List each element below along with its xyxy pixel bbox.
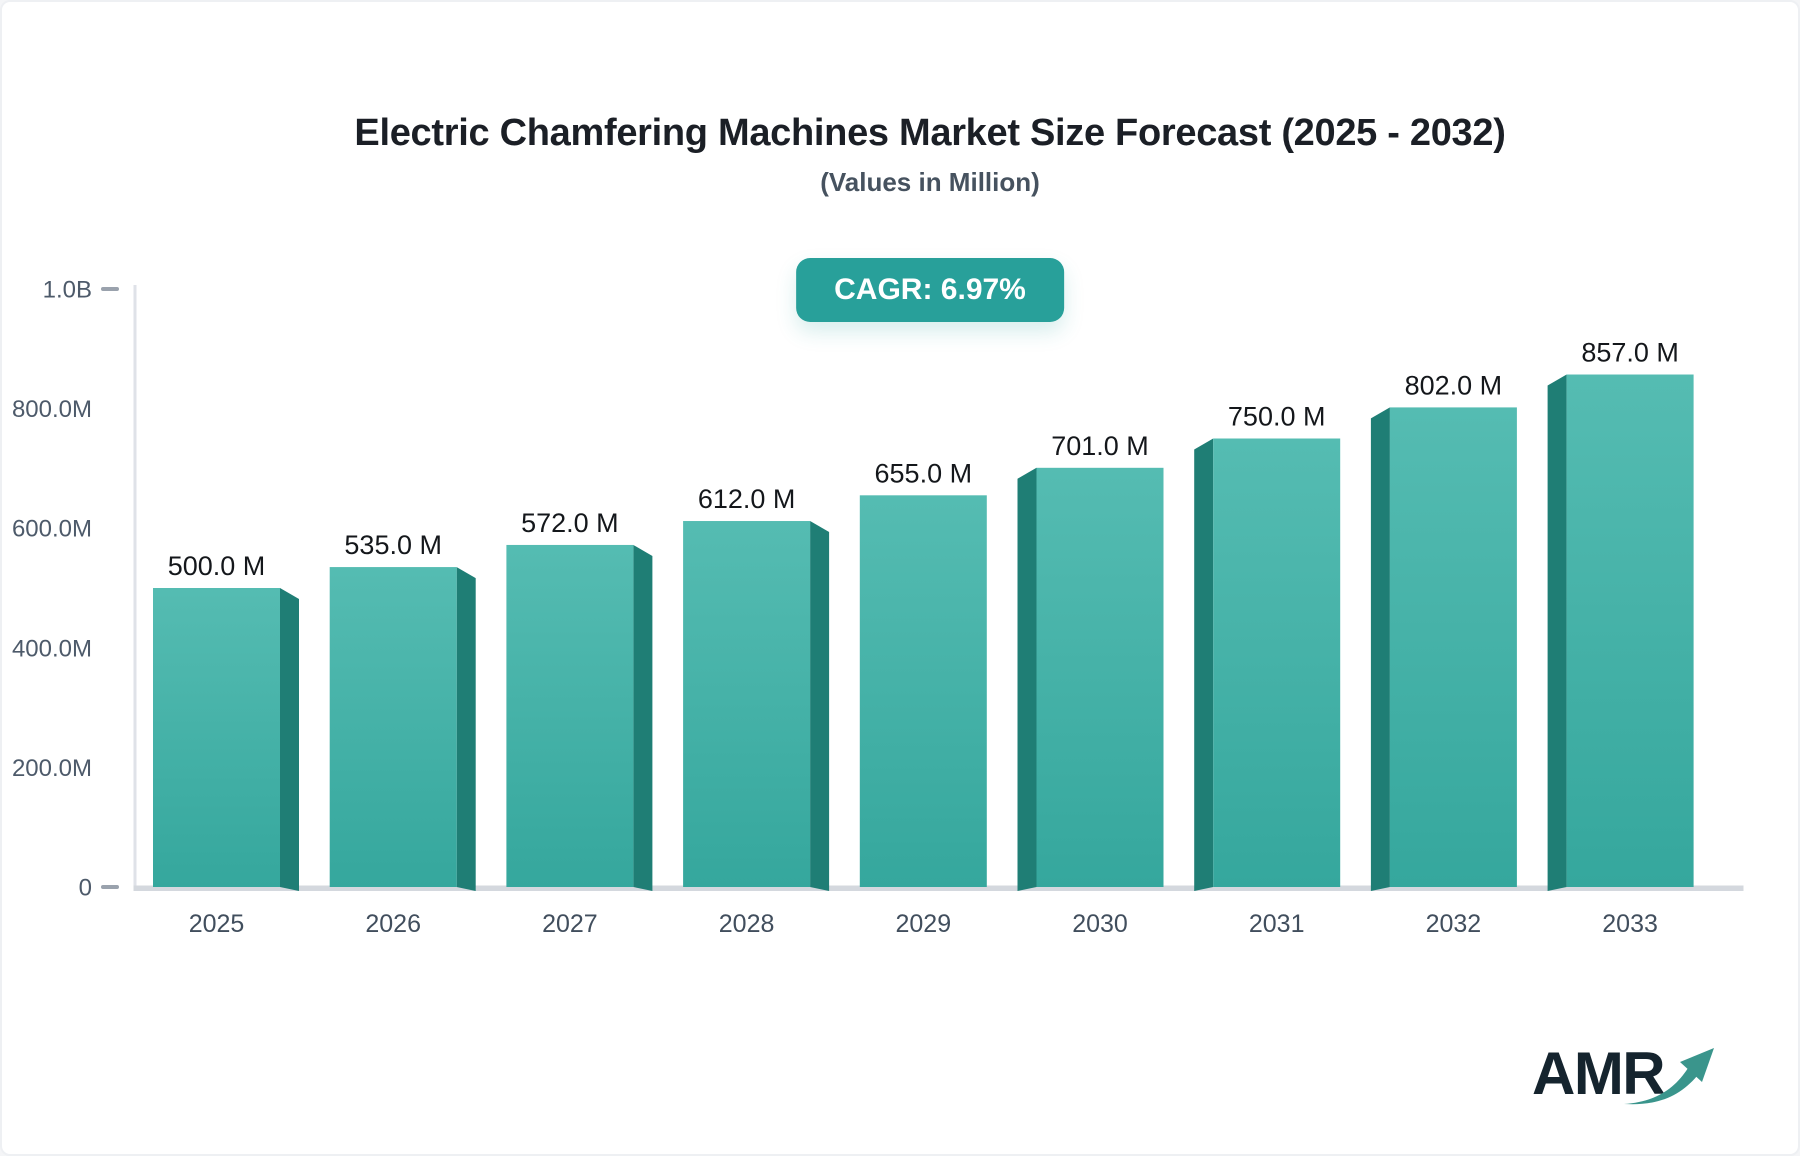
bar-side-2033 — [1547, 374, 1567, 891]
value-label-2033: 857.0 M — [1581, 338, 1679, 368]
amr-logo: AMR — [1532, 1032, 1732, 1142]
bar-side-2025 — [280, 588, 299, 891]
value-label-2030: 701.0 M — [1051, 431, 1149, 461]
bar-2030 — [1036, 467, 1164, 887]
bar-2028 — [683, 521, 811, 887]
y-tick-label: 600.0M — [12, 516, 92, 543]
logo-arrow-icon — [1624, 1048, 1714, 1105]
x-tick-label-2029: 2029 — [895, 910, 951, 938]
bar-2026 — [329, 567, 457, 887]
value-label-2029: 655.0 M — [875, 458, 973, 488]
y-tick-label: 1.0B — [43, 277, 92, 304]
bar-side-2027 — [633, 544, 653, 891]
bar-2031 — [1213, 438, 1341, 887]
x-tick-label-2025: 2025 — [189, 910, 245, 938]
y-tick-dash — [101, 287, 119, 291]
x-tick-label-2030: 2030 — [1072, 910, 1128, 938]
y-tick-label: 0 — [79, 875, 92, 902]
bar-side-2032 — [1370, 407, 1390, 891]
chart-header: Electric Chamfering Machines Market Size… — [62, 2, 1798, 342]
bar-2025 — [153, 588, 280, 887]
bar-side-2028 — [810, 521, 830, 891]
bar-2033 — [1566, 374, 1694, 887]
y-axis-line — [133, 285, 137, 891]
bar-2032 — [1389, 407, 1517, 887]
bar-2029 — [859, 495, 987, 887]
y-tick-dash — [101, 885, 119, 889]
x-tick-label-2027: 2027 — [542, 910, 598, 938]
x-tick-label-2031: 2031 — [1249, 910, 1305, 938]
bar-side-2030 — [1017, 467, 1037, 891]
x-axis-line — [133, 885, 1744, 891]
cagr-badge: CAGR: 6.97% — [796, 258, 1064, 322]
amr-logo-text: AMR — [1532, 1040, 1666, 1107]
y-tick-label: 400.0M — [12, 635, 92, 662]
value-label-2027: 572.0 M — [521, 508, 619, 538]
x-tick-label-2026: 2026 — [365, 910, 421, 938]
chart-title: Electric Chamfering Machines Market Size… — [354, 112, 1506, 154]
value-label-2028: 612.0 M — [698, 484, 796, 514]
value-label-2031: 750.0 M — [1228, 402, 1326, 432]
y-tick-label: 200.0M — [12, 755, 92, 782]
y-tick-label: 800.0M — [12, 396, 92, 423]
bar-side-2026 — [456, 567, 476, 891]
value-label-2032: 802.0 M — [1405, 370, 1503, 400]
x-tick-label-2033: 2033 — [1602, 910, 1658, 938]
value-label-2026: 535.0 M — [344, 530, 442, 560]
chart-subtitle: (Values in Million) — [820, 167, 1040, 197]
x-tick-label-2028: 2028 — [719, 910, 775, 938]
bar-2027 — [506, 544, 634, 887]
value-label-2025: 500.0 M — [168, 551, 266, 581]
x-tick-label-2032: 2032 — [1426, 910, 1482, 938]
bar-side-2031 — [1194, 438, 1214, 891]
